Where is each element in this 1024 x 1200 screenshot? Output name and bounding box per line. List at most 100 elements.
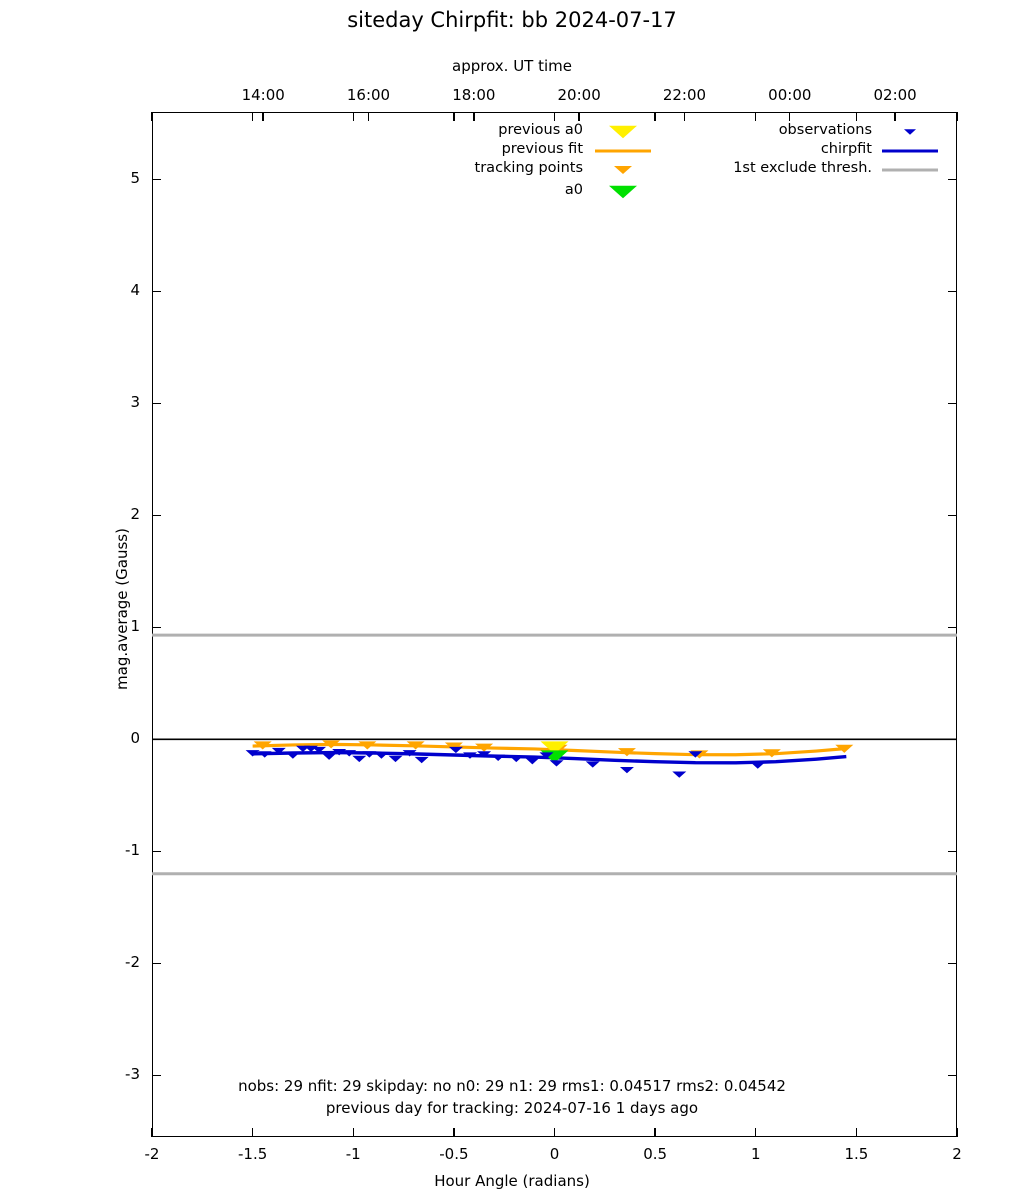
ut-tick-label-5: 00:00 [768,86,812,104]
y-tick-mark [948,626,957,628]
observation-marker [362,751,377,758]
legend-label-left-1: previous fit [501,141,583,157]
x-tick-mark [553,1128,556,1137]
observation-marker [312,746,327,754]
y-tick-label-1: 4 [130,281,140,300]
y-tick-mark [948,962,957,965]
observation-marker [477,751,492,758]
x-tick-label-4: 0 [549,1145,560,1163]
annotation-line-1: nobs: 29 nfit: 29 skipday: no n0: 29 n1:… [238,1077,786,1095]
legend-marker-left-2 [614,165,632,175]
x-tick-label-5: 0.5 [643,1145,668,1163]
tracking-point-marker [444,742,463,751]
tracking-point-marker [762,749,781,758]
legend-marker-left-3 [609,185,637,199]
x-tick-mark [654,1128,656,1137]
x-tick-mark [352,1128,354,1137]
ut-tick-mark [262,112,264,121]
observation-marker [388,755,403,763]
observation-marker [271,747,286,755]
x-tick-mark [755,112,757,121]
observation-marker [509,755,524,763]
x-tick-mark [251,1128,254,1137]
observation-marker [414,756,429,764]
y-tick-mark [948,290,957,292]
ut-tick-mark [367,112,370,121]
observation-marker [285,752,300,759]
previous-a0-marker [540,741,569,755]
ut-tick-label-2: 18:00 [452,86,496,104]
observation-marker [491,754,506,761]
x-tick-mark [956,112,958,121]
observation-marker [619,766,634,774]
x-tick-mark [352,112,354,121]
tracking-point-marker [322,740,341,749]
observation-marker [585,761,600,768]
y-tick-mark [152,178,161,180]
observation-marker [525,758,540,765]
x-tick-mark [453,112,455,121]
y-tick-label-0: 5 [130,169,140,188]
y-tick-mark [152,962,161,965]
y-tick-mark [948,178,957,180]
observation-marker [322,753,337,760]
observation-marker [257,751,272,758]
y-tick-label-8: -3 [125,1065,140,1084]
x-tick-label-0: -2 [144,1145,160,1163]
y-tick-mark [152,626,161,628]
legend-label-left-2: tracking points [474,160,583,176]
legend-label-left-3: a0 [564,182,583,198]
observation-marker [402,750,417,757]
observation-marker [688,751,703,758]
legend-label-left-0: previous a0 [498,122,583,138]
legend-marker-right-2 [882,168,938,172]
observation-marker [352,755,367,763]
y-tick-mark [152,402,161,404]
x-tick-label-3: -0.5 [439,1145,469,1163]
y-tick-label-7: -2 [125,953,140,972]
x-tick-mark [151,112,153,121]
tracking-point-marker [406,741,425,750]
ut-tick-label-3: 20:00 [557,86,601,104]
observation-marker [245,750,260,757]
y-tick-mark [948,1074,957,1077]
x-tick-label-6: 1 [750,1145,761,1163]
x-tick-mark [855,112,858,121]
y-tick-mark [948,850,957,853]
y-tick-label-5: 0 [130,729,140,748]
tracking-point-marker [617,748,636,757]
x-tick-mark [755,1128,757,1137]
y-tick-mark [152,1074,161,1077]
observation-marker [672,771,687,778]
ut-tick-label-6: 02:00 [873,86,917,104]
y-tick-label-4: 1 [130,617,140,636]
observation-marker [342,750,357,757]
x-tick-mark [251,112,254,121]
tracking-point-marker [835,744,854,753]
observation-marker [750,762,765,769]
legend-label-right-2: 1st exclude thresh. [733,160,872,176]
ut-tick-mark [683,112,686,121]
y-tick-mark [152,514,161,516]
observation-marker [539,752,554,759]
annotation-line-2: previous day for tracking: 2024-07-16 1 … [325,1099,699,1117]
y-tick-mark [152,850,161,853]
x-tick-mark [553,112,556,121]
x-tick-label-8: 2 [952,1145,962,1163]
ut-tick-mark [789,112,791,121]
y-tick-label-3: 2 [130,505,140,524]
x-tick-mark [151,1128,153,1137]
x-axis-label: Hour Angle (radians) [434,1172,590,1190]
y-tick-mark [948,402,957,404]
page-title: siteday Chirpfit: bb 2024-07-17 [347,8,677,32]
ut-tick-label-0: 14:00 [241,86,285,104]
y-tick-label-2: 3 [130,393,140,412]
y-tick-mark [152,290,161,292]
x-tick-label-2: -1 [345,1145,361,1163]
legend-label-right-0: observations [778,122,872,138]
legend-marker-left-0 [609,125,637,139]
y-tick-mark [948,514,957,516]
observation-marker [448,746,463,754]
legend-label-right-1: chirpfit [820,141,872,157]
